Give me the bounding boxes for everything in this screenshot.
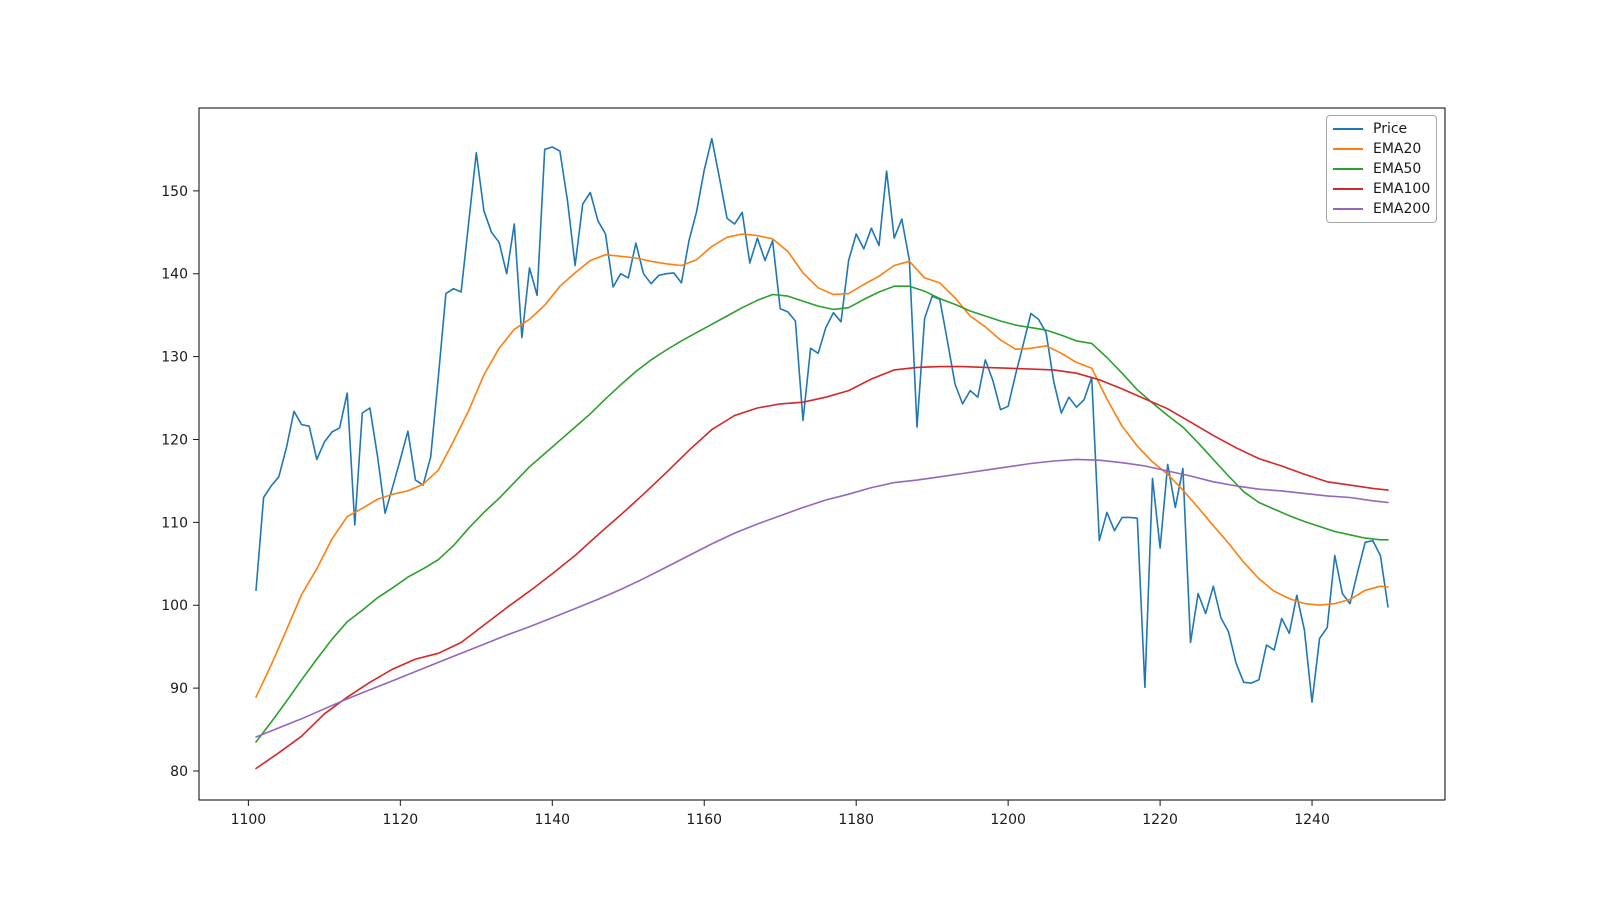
legend-label-ema100: EMA100 (1373, 181, 1431, 197)
legend-item-ema50: EMA50 (1333, 159, 1428, 179)
y-tick-label: 100 (161, 598, 188, 614)
legend-item-ema200: EMA200 (1333, 199, 1431, 219)
ema200-line (255, 458, 1389, 738)
y-tick-label: 130 (161, 350, 188, 366)
y-tick-label: 110 (161, 515, 188, 531)
legend-label-ema50: EMA50 (1373, 161, 1422, 177)
price-line-sample (1333, 128, 1363, 130)
ema20-line-sample (1333, 148, 1363, 150)
x-tick-label: 1240 (1294, 812, 1330, 828)
legend-label-ema200: EMA200 (1373, 201, 1431, 217)
x-tick-label: 1120 (383, 812, 419, 828)
axes-frame (198, 107, 1446, 801)
y-tick-label: 140 (161, 267, 188, 283)
legend-item-price: Price (1333, 119, 1428, 139)
x-tick-label: 1140 (534, 812, 570, 828)
y-tick-label: 150 (161, 184, 188, 200)
y-tick-label: 80 (170, 764, 188, 780)
legend-label-price: Price (1373, 121, 1408, 137)
x-tick-label: 1160 (686, 812, 722, 828)
ema100-line (255, 365, 1389, 770)
x-tick-label: 1100 (231, 812, 267, 828)
y-tick-label: 90 (170, 681, 188, 697)
x-tick-label: 1200 (990, 812, 1026, 828)
legend: Price EMA20 EMA50 EMA100 EMA200 (1326, 115, 1437, 223)
y-tick-label: 120 (161, 432, 188, 448)
ema200-line-sample (1333, 208, 1363, 210)
x-tick-label: 1180 (838, 812, 874, 828)
ema20-line (255, 233, 1389, 699)
ema100-line-sample (1333, 188, 1363, 190)
ema50-line (255, 285, 1389, 743)
legend-item-ema20: EMA20 (1333, 139, 1428, 159)
x-tick-label: 1220 (1142, 812, 1178, 828)
legend-label-ema20: EMA20 (1373, 141, 1422, 157)
ema50-line-sample (1333, 168, 1363, 170)
price-line (255, 137, 1389, 704)
legend-item-ema100: EMA100 (1333, 179, 1431, 199)
